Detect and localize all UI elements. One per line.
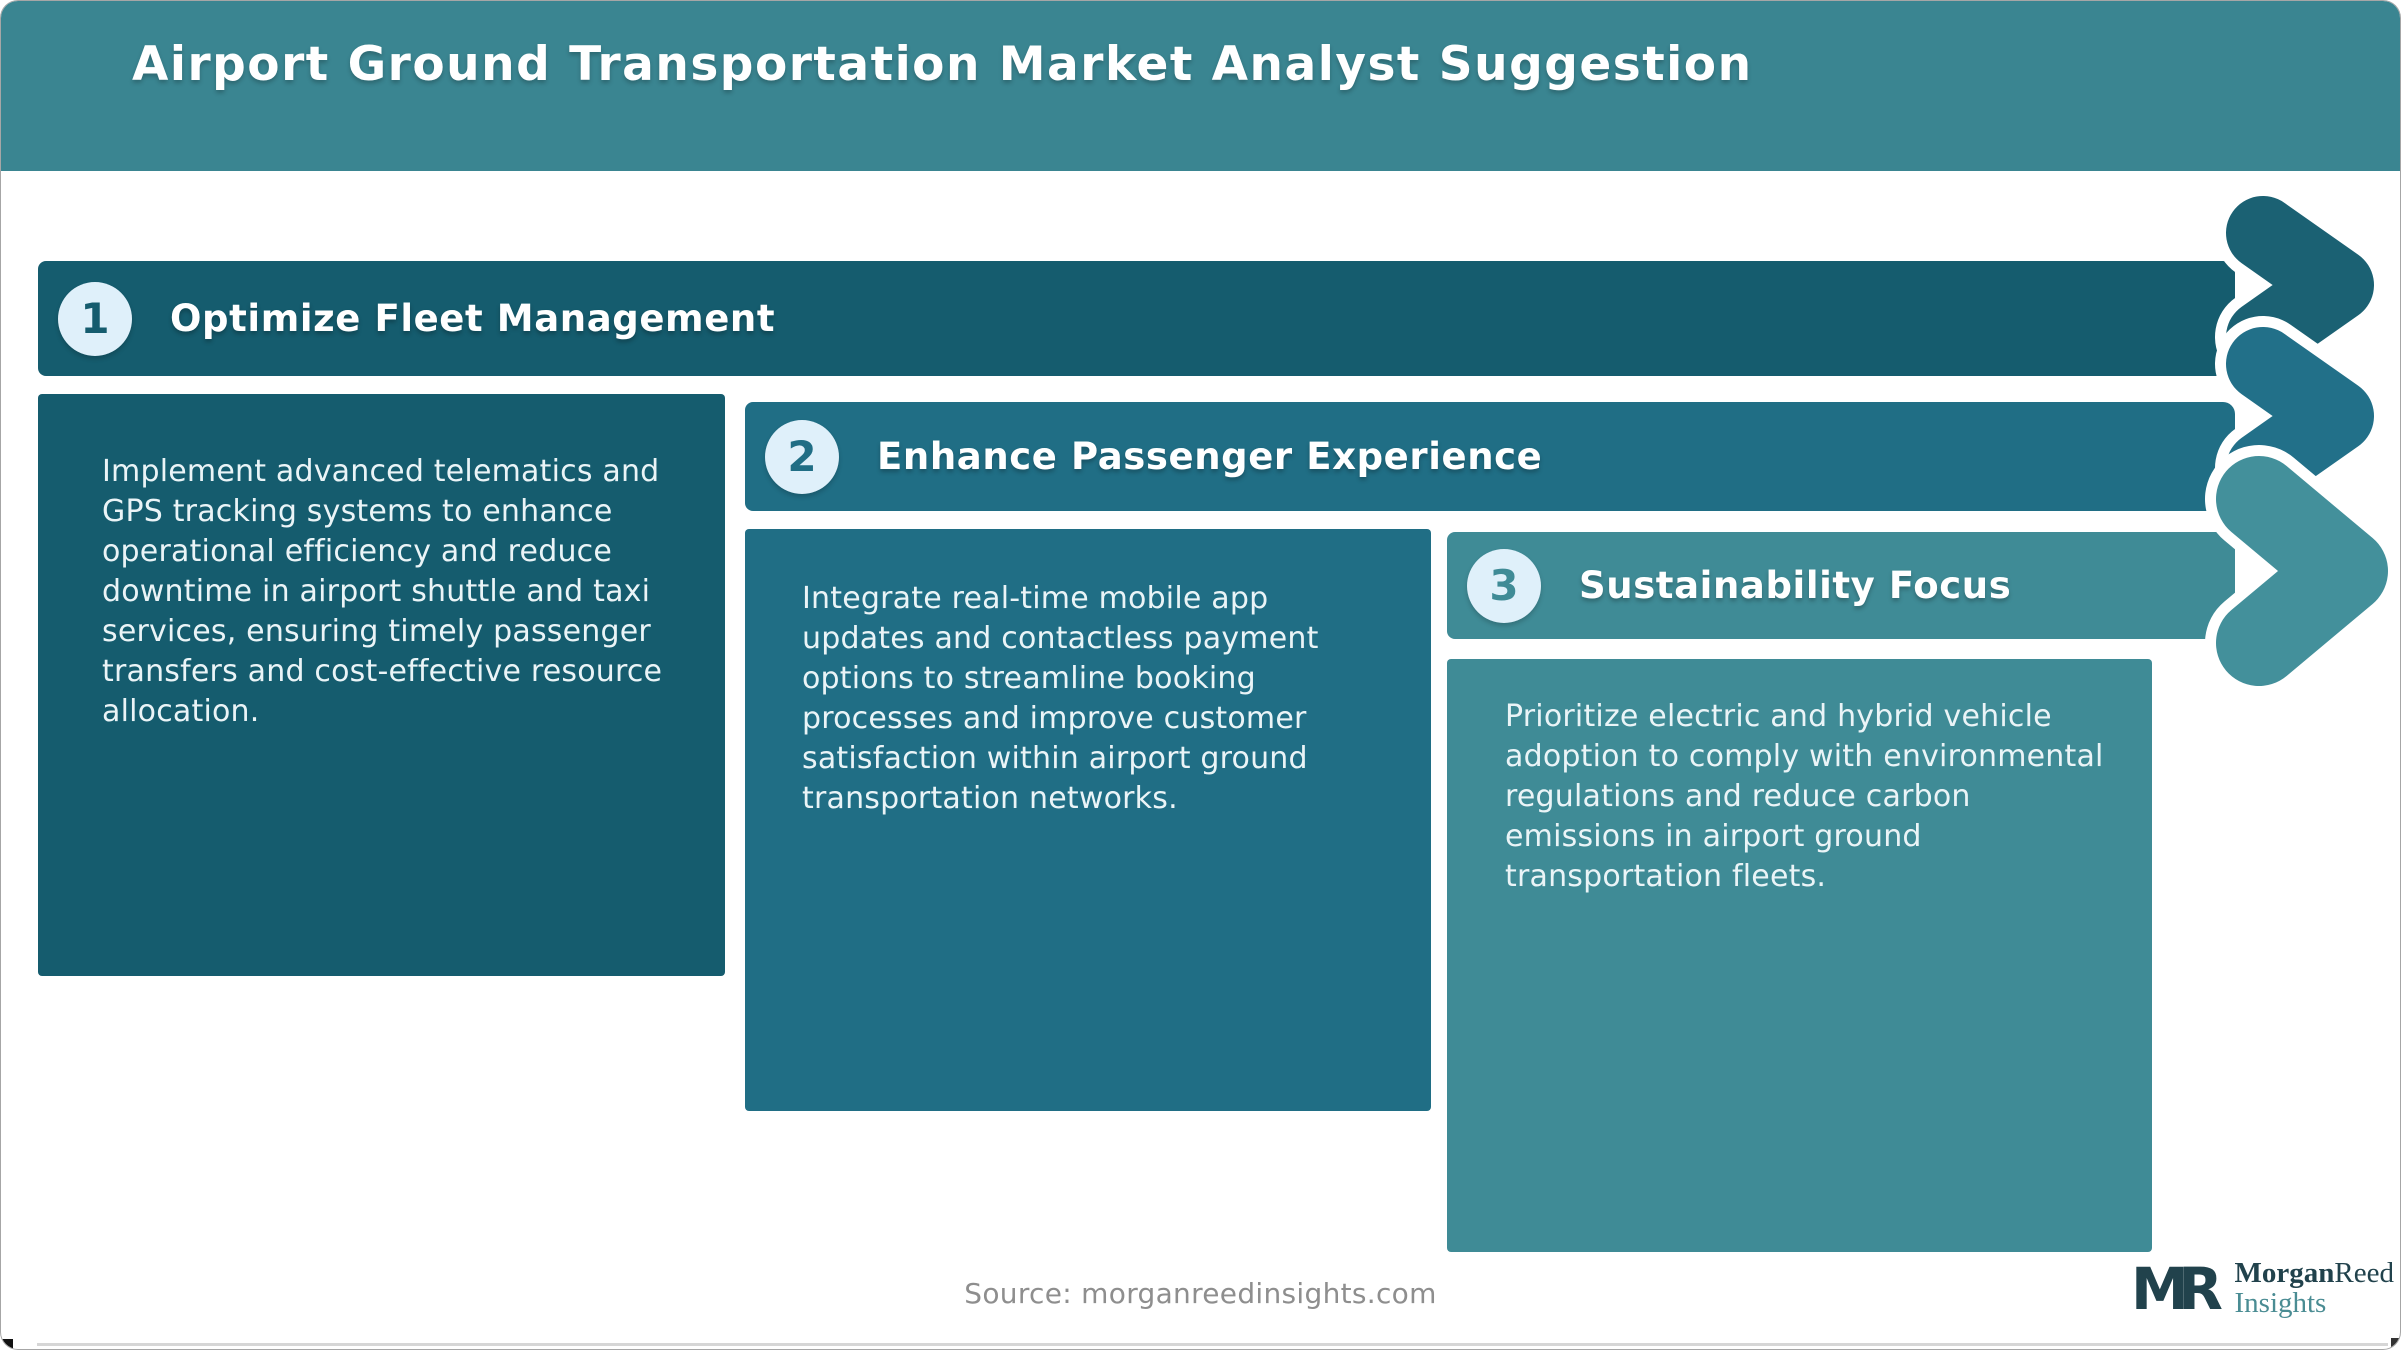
arrowhead3-icon xyxy=(2216,456,2388,686)
arrowhead2-outline xyxy=(2215,316,2385,516)
arrowhead1-icon xyxy=(2226,196,2374,374)
arrowhead2-icon xyxy=(2226,327,2374,505)
source-attribution: Source: morganreedinsights.com xyxy=(964,1277,1437,1310)
step1-description-box: Implement advanced telematics and GPS tr… xyxy=(38,394,725,976)
step3-number: 3 xyxy=(1489,561,1519,610)
morganreed-logo: MR MorganReed Insights xyxy=(2131,1254,2394,1323)
step1-number: 1 xyxy=(80,294,110,343)
page-title: Airport Ground Transportation Market Ana… xyxy=(132,37,1753,92)
step1-banner: 1 Optimize Fleet Management xyxy=(38,261,2235,376)
morganreed-monogram-icon: MR xyxy=(2131,1254,2223,1323)
logo-tagline: Insights xyxy=(2234,1286,2327,1319)
step1-title: Optimize Fleet Management xyxy=(170,297,776,340)
bottom-progress-nub-right xyxy=(2391,1338,2400,1348)
bottom-progress-nub-left xyxy=(1,1339,13,1349)
arrowhead3-outline xyxy=(2205,445,2399,697)
step2-description-box: Integrate real-time mobile app updates a… xyxy=(745,529,1431,1111)
step2-number: 2 xyxy=(787,432,817,481)
step3-description-box: Prioritize electric and hybrid vehicle a… xyxy=(1447,659,2152,1252)
step1-number-badge: 1 xyxy=(58,281,132,356)
bottom-progress-track xyxy=(37,1343,2388,1346)
step3-number-badge: 3 xyxy=(1467,548,1541,623)
step2-description: Integrate real-time mobile app updates a… xyxy=(802,581,1319,816)
step2-number-badge: 2 xyxy=(765,419,839,494)
step3-banner: 3 Sustainability Focus xyxy=(1447,532,2235,639)
arrowhead1-outline xyxy=(2215,185,2385,385)
header-bar: Airport Ground Transportation Market Ana… xyxy=(1,1,2400,171)
step3-title: Sustainability Focus xyxy=(1579,564,2012,607)
step1-description: Implement advanced telematics and GPS tr… xyxy=(102,454,663,729)
step2-banner: 2 Enhance Passenger Experience xyxy=(745,402,2235,511)
step2-title: Enhance Passenger Experience xyxy=(877,435,1543,478)
logo-company-name: MorganReed xyxy=(2234,1257,2394,1289)
step3-description: Prioritize electric and hybrid vehicle a… xyxy=(1505,699,2104,894)
